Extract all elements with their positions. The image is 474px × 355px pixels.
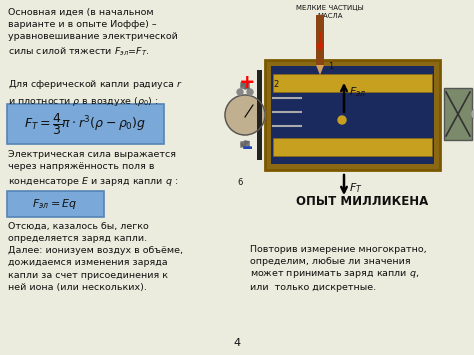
Bar	[273, 74, 432, 92]
Text: Повторив измерение многократно,
определим, любые ли значения
может принимать зар: Повторив измерение многократно, определи…	[250, 245, 427, 293]
FancyBboxPatch shape	[7, 104, 164, 144]
Circle shape	[237, 89, 243, 95]
Text: $F_T$: $F_T$	[349, 181, 363, 195]
Bar	[257, 70, 262, 160]
Text: 4: 4	[233, 338, 241, 348]
Text: $F_T = \dfrac{4}{3}\pi \cdot r^3(\rho - \rho_0)g$: $F_T = \dfrac{4}{3}\pi \cdot r^3(\rho - …	[24, 111, 146, 137]
Text: $F_{\mathit{эл}}$: $F_{\mathit{эл}}$	[349, 85, 366, 99]
Text: Отсюда, казалось бы, легко
определяется заряд капли.
Далее: ионизуем воздух в об: Отсюда, казалось бы, легко определяется …	[8, 222, 183, 292]
Circle shape	[338, 116, 346, 124]
Bar	[444, 88, 472, 140]
Text: Для сферической капли радиуса $r$
и плотности $\rho$ в воздухе ($\rho_0$) :: Для сферической капли радиуса $r$ и плот…	[8, 78, 183, 108]
Bar	[273, 138, 432, 156]
Circle shape	[247, 89, 253, 95]
Circle shape	[225, 95, 265, 135]
FancyBboxPatch shape	[7, 191, 104, 217]
Text: $F_{\mathit{эл}} = Eq$: $F_{\mathit{эл}} = Eq$	[32, 197, 78, 211]
Text: 2: 2	[273, 80, 278, 89]
Text: МЕЛКИЕ ЧАСТИЦЫ
МАСЛА: МЕЛКИЕ ЧАСТИЦЫ МАСЛА	[296, 5, 364, 18]
Text: Основная идея (в начальном
варианте и в опыте Иоффе) –
уравновешивание электриче: Основная идея (в начальном варианте и в …	[8, 8, 178, 58]
Text: –: –	[241, 138, 253, 158]
Text: +: +	[239, 72, 255, 92]
Circle shape	[472, 108, 474, 120]
Text: ОПЫТ МИЛЛИКЕНА: ОПЫТ МИЛЛИКЕНА	[296, 195, 428, 208]
Text: Электрическая сила выражается
через напряжённость поля в
конденсаторе $E$ и заря: Электрическая сила выражается через напр…	[8, 150, 178, 188]
Bar	[265, 60, 440, 170]
Text: 1: 1	[328, 62, 333, 71]
Bar	[316, 15, 324, 65]
Bar	[271, 66, 434, 164]
Polygon shape	[316, 65, 324, 75]
Text: 6: 6	[237, 178, 242, 187]
